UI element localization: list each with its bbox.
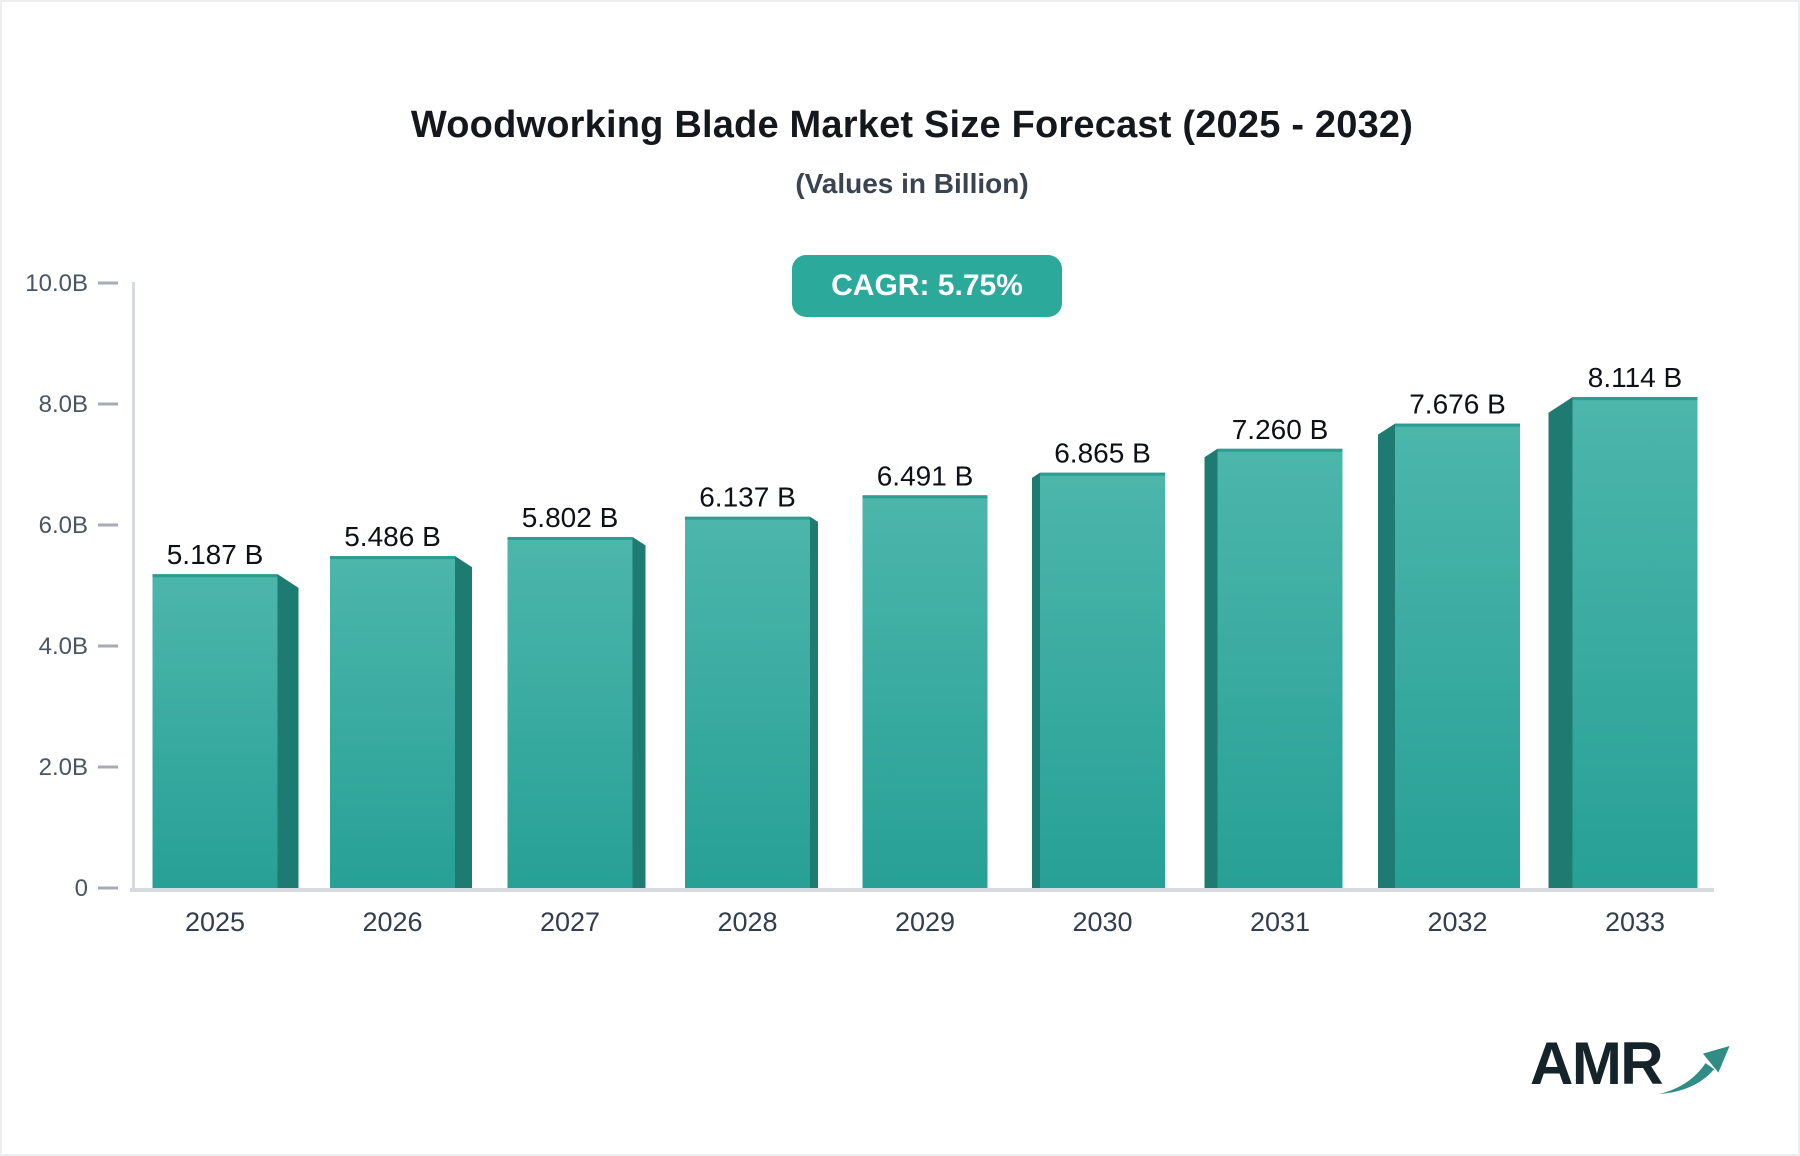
y-axis-line: [132, 282, 135, 892]
y-tick-label: 4.0B: [39, 633, 88, 660]
x-axis-year-label: 2027: [540, 907, 600, 937]
x-axis-line: [130, 888, 1714, 892]
y-tick-mark: [98, 765, 118, 769]
x-axis-year-label: 2033: [1605, 907, 1665, 937]
bar-top-edge: [1395, 423, 1520, 427]
y-tick-label: 0: [75, 875, 88, 902]
x-axis-year-label: 2025: [185, 907, 245, 937]
bar-value-label: 7.260 B: [1232, 414, 1329, 445]
y-tick-mark: [98, 886, 118, 890]
y-tick-label: 6.0B: [39, 512, 88, 539]
axis-layer: 0 2.0B 4.0B 6.0B 8.0B 10.0B: [25, 270, 1714, 902]
cagr-badge: CAGR: 5.75%: [792, 255, 1062, 317]
y-tick-mark: [98, 281, 118, 285]
bar-side-face: [1548, 397, 1573, 888]
y-tick-mark: [98, 402, 118, 406]
bar-side-face: [1032, 472, 1040, 888]
bar-top-edge: [1040, 472, 1165, 476]
bar-side-face: [1204, 448, 1218, 888]
bar-value-label: 7.676 B: [1409, 389, 1506, 420]
x-axis-year-label: 2032: [1427, 907, 1487, 937]
x-axis-year-label: 2028: [717, 907, 777, 937]
bar: [1040, 472, 1165, 888]
bar-value-label: 5.187 B: [167, 539, 264, 570]
bar-side-face: [632, 536, 646, 888]
amr-logo-text: AMR: [1530, 1030, 1664, 1097]
bar-side-face: [810, 516, 818, 888]
bar-top-edge: [685, 516, 810, 520]
y-tick-label: 2.0B: [39, 754, 88, 781]
bar-top-edge: [507, 536, 633, 540]
bar: [862, 495, 988, 888]
bar: [507, 536, 633, 888]
bar: [1217, 448, 1343, 888]
bar-top-edge: [330, 556, 455, 560]
growth-arrow-icon: [1659, 1045, 1730, 1095]
bar-side-face: [277, 574, 299, 888]
bar-value-label: 6.491 B: [877, 460, 974, 491]
bar-value-label: 6.865 B: [1054, 438, 1151, 469]
bar-value-label: 8.114 B: [1588, 362, 1682, 393]
chart-subtitle: (Values in Billion): [795, 168, 1029, 199]
bar-value-label: 5.802 B: [522, 502, 619, 533]
bar: [330, 556, 455, 888]
bar-top-edge: [1217, 448, 1343, 452]
bar-top-edge: [1572, 397, 1698, 401]
bar-top-edge: [152, 574, 278, 578]
amr-logo: AMR: [1530, 1034, 1740, 1118]
x-axis-year-label: 2031: [1250, 907, 1310, 937]
y-tick-label: 8.0B: [39, 391, 88, 418]
bar-value-label: 6.137 B: [699, 482, 796, 513]
bar: [685, 516, 810, 888]
y-tick-mark: [98, 523, 118, 527]
bar: [152, 574, 278, 888]
bar: [1572, 397, 1698, 888]
y-tick-mark: [98, 644, 118, 648]
bars-layer: [152, 397, 1698, 888]
bar-top-edge: [862, 495, 988, 499]
bar: [1395, 423, 1520, 888]
x-axis-year-label: 2030: [1072, 907, 1132, 937]
y-tick-label: 10.0B: [25, 270, 88, 297]
labels-layer: 5.187 B 2025 5.486 B 2026 5.802 B 2027 6.137 B…: [167, 362, 1682, 937]
chart-title: Woodworking Blade Market Size Forecast (…: [410, 104, 1414, 146]
bar-side-face: [455, 556, 472, 888]
bar-value-label: 5.486 B: [344, 521, 441, 552]
x-axis-year-label: 2026: [362, 907, 422, 937]
cagr-badge-label: CAGR: 5.75%: [831, 269, 1023, 302]
bar-side-face: [1378, 423, 1395, 888]
x-axis-year-label: 2029: [895, 907, 955, 937]
